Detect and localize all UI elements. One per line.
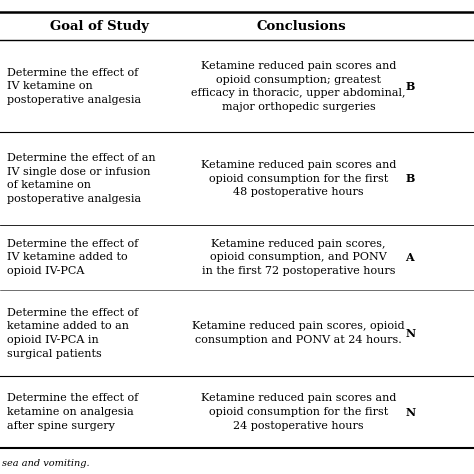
Text: Ketamine reduced pain scores and
opioid consumption for the first
48 postoperati: Ketamine reduced pain scores and opioid … — [201, 160, 396, 197]
Text: N: N — [405, 407, 415, 418]
Text: N: N — [405, 328, 415, 339]
Text: B: B — [405, 81, 415, 92]
Text: A: A — [405, 252, 414, 263]
Text: Determine the effect of
IV ketamine added to
opioid IV-PCA: Determine the effect of IV ketamine adde… — [7, 239, 138, 276]
Text: Determine the effect of
IV ketamine on
postoperative analgesia: Determine the effect of IV ketamine on p… — [7, 68, 141, 105]
Text: Ketamine reduced pain scores, opioid
consumption and PONV at 24 hours.: Ketamine reduced pain scores, opioid con… — [192, 321, 405, 345]
Text: Ketamine reduced pain scores and
opioid consumption; greatest
efficacy in thorac: Ketamine reduced pain scores and opioid … — [191, 61, 406, 112]
Text: Determine the effect of
ketamine added to an
opioid IV-PCA in
surgical patients: Determine the effect of ketamine added t… — [7, 308, 138, 359]
Text: Determine the effect of
ketamine on analgesia
after spine surgery: Determine the effect of ketamine on anal… — [7, 393, 138, 431]
Text: B: B — [405, 173, 415, 184]
Text: sea and vomiting.: sea and vomiting. — [2, 459, 90, 468]
Text: Conclusions: Conclusions — [256, 19, 346, 33]
Text: Ketamine reduced pain scores,
opioid consumption, and PONV
in the first 72 posto: Ketamine reduced pain scores, opioid con… — [202, 239, 395, 276]
Text: Determine the effect of an
IV single dose or infusion
of ketamine on
postoperati: Determine the effect of an IV single dos… — [7, 153, 156, 204]
Text: Ketamine reduced pain scores and
opioid consumption for the first
24 postoperati: Ketamine reduced pain scores and opioid … — [201, 393, 396, 431]
Text: Goal of Study: Goal of Study — [50, 19, 149, 33]
